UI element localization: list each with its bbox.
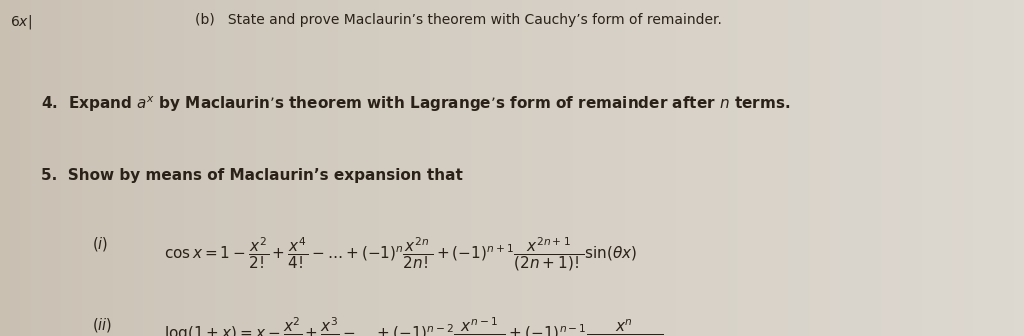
Text: $(i)$: $(i)$ [92,235,109,253]
Text: 4.  Expand $a^x$ by Maclaurin’s theorem with Lagrange’s form of remainder after : 4. Expand $a^x$ by Maclaurin’s theorem w… [41,94,791,114]
Text: (b)   State and prove Maclaurin’s theorem with Cauchy’s form of remainder.: (b) State and prove Maclaurin’s theorem … [195,13,722,28]
Text: $6x|$: $6x|$ [10,13,32,32]
Text: $\cos x = 1 - \dfrac{x^2}{2!} + \dfrac{x^4}{4!} - \ldots + (-1)^n\dfrac{x^{2n}}{: $\cos x = 1 - \dfrac{x^2}{2!} + \dfrac{x… [164,235,637,273]
Text: 5.  Show by means of Maclaurin’s expansion that: 5. Show by means of Maclaurin’s expansio… [41,168,463,183]
Text: $(ii)$: $(ii)$ [92,316,113,334]
Text: $\log(1+x) = x - \dfrac{x^2}{2} + \dfrac{x^3}{3} - \ldots + (-1)^{n-2}\dfrac{x^{: $\log(1+x) = x - \dfrac{x^2}{2} + \dfrac… [164,316,664,336]
